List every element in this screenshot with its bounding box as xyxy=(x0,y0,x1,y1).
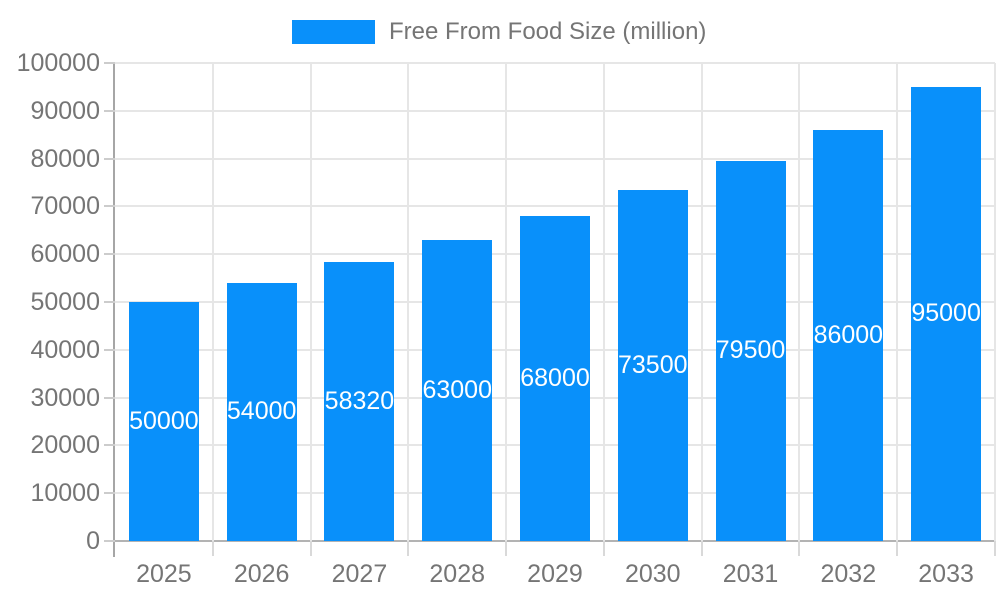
x-tick-label: 2025 xyxy=(136,560,192,588)
bar[interactable]: 68000 xyxy=(520,215,590,541)
x-tick-label: 2029 xyxy=(527,560,583,588)
bar-value-label: 86000 xyxy=(813,320,884,349)
y-axis-line xyxy=(113,63,115,557)
y-axis-tick xyxy=(104,396,115,399)
gridline-horizontal xyxy=(115,205,995,208)
x-axis-tick xyxy=(505,541,508,556)
x-axis-tick xyxy=(994,541,996,556)
x-axis-tick xyxy=(309,541,312,556)
bar[interactable]: 79500 xyxy=(715,160,786,541)
x-axis-tick xyxy=(896,541,899,556)
x-axis-tick xyxy=(602,541,605,556)
bar[interactable]: 63000 xyxy=(422,239,493,541)
y-axis-tick xyxy=(104,157,115,160)
x-tick-label: 2030 xyxy=(624,560,681,588)
bar-value-label: 68000 xyxy=(520,363,590,392)
x-tick-label: 2026 xyxy=(233,560,290,588)
y-tick-label: 80000 xyxy=(30,144,100,173)
y-axis-tick xyxy=(104,205,115,208)
y-tick-label: 10000 xyxy=(30,479,100,508)
x-axis-line xyxy=(115,540,995,542)
bar-value-label: 58320 xyxy=(324,387,395,416)
bar[interactable]: 73500 xyxy=(617,189,688,541)
y-tick-label: 30000 xyxy=(30,383,100,412)
gridline-vertical xyxy=(994,63,996,541)
gridline-horizontal xyxy=(115,109,995,112)
x-tick-label: 2028 xyxy=(429,560,486,588)
x-tick-label: 2027 xyxy=(331,560,388,588)
y-axis-tick xyxy=(104,444,115,447)
gridline-vertical xyxy=(407,63,410,541)
bar[interactable]: 50000 xyxy=(128,302,199,541)
gridline-vertical xyxy=(700,63,703,541)
x-axis-tick xyxy=(798,541,801,556)
bar-value-label: 63000 xyxy=(422,375,492,404)
gridline-vertical xyxy=(211,63,214,541)
legend-swatch xyxy=(292,20,375,44)
y-tick-label: 90000 xyxy=(30,96,100,125)
y-tick-label: 60000 xyxy=(30,240,100,269)
y-axis-tick xyxy=(104,253,115,256)
gridline-vertical xyxy=(505,63,508,541)
gridline-vertical xyxy=(602,63,605,541)
y-tick-label: 20000 xyxy=(30,431,100,460)
y-axis-tick xyxy=(104,540,115,542)
bar-value-label: 95000 xyxy=(911,299,981,328)
gridline-vertical xyxy=(309,63,312,541)
x-axis-tick xyxy=(407,541,410,556)
y-axis-tick xyxy=(104,301,115,303)
bar-value-label: 79500 xyxy=(715,336,786,365)
y-tick-label: 100000 xyxy=(16,49,100,77)
gridline-horizontal xyxy=(115,157,995,160)
x-tick-label: 2032 xyxy=(820,560,877,588)
bar-value-label: 50000 xyxy=(129,407,199,435)
bar-value-label: 73500 xyxy=(618,350,688,379)
y-axis-tick xyxy=(104,348,115,351)
y-axis-tick xyxy=(104,62,115,64)
legend-item[interactable]: Free From Food Size (million) xyxy=(292,18,706,46)
y-tick-label: 40000 xyxy=(30,335,100,364)
x-tick-label: 2031 xyxy=(722,560,779,588)
x-tick-label: 2033 xyxy=(918,560,974,588)
y-axis-tick xyxy=(104,109,115,112)
y-tick-label: 50000 xyxy=(30,288,100,316)
y-axis-tick xyxy=(104,492,115,495)
x-axis-tick xyxy=(700,541,703,556)
gridline-vertical xyxy=(798,63,801,541)
bar[interactable]: 95000 xyxy=(911,86,982,541)
y-tick-label: 70000 xyxy=(30,192,100,221)
gridline-vertical xyxy=(896,63,899,541)
y-tick-label: 0 xyxy=(86,527,100,555)
legend-label: Free From Food Size (million) xyxy=(389,18,707,45)
bar[interactable]: 58320 xyxy=(324,262,395,541)
bar-value-label: 54000 xyxy=(226,397,297,426)
bar[interactable]: 86000 xyxy=(813,129,884,541)
gridline-horizontal xyxy=(115,62,995,64)
bar[interactable]: 54000 xyxy=(226,282,297,541)
x-axis-tick xyxy=(211,541,214,556)
